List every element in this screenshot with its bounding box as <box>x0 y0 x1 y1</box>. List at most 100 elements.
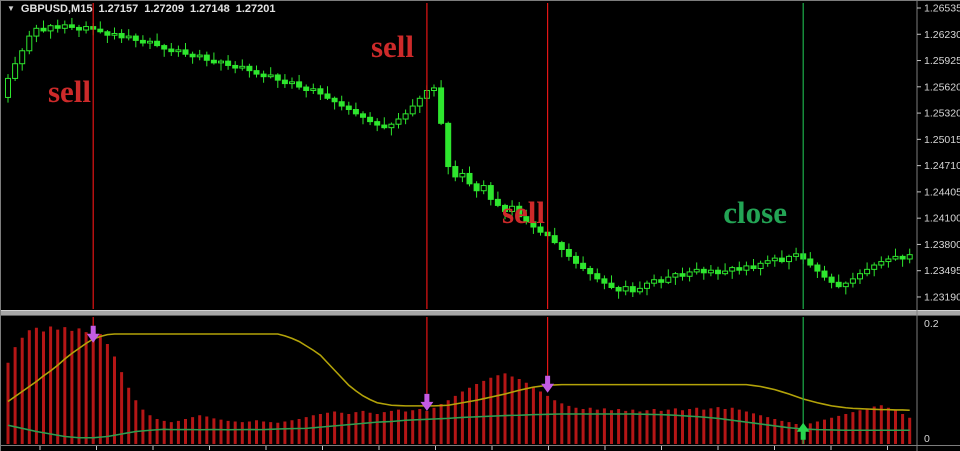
histogram-bar <box>212 418 216 444</box>
candle-body <box>12 63 19 79</box>
candle <box>821 265 828 281</box>
candle <box>814 262 821 278</box>
histogram-bar <box>851 412 855 444</box>
histogram-bar <box>553 400 557 444</box>
histogram-bar <box>560 403 564 444</box>
indicator-layer <box>6 326 912 444</box>
candle <box>786 254 792 270</box>
histogram-bar <box>766 417 770 444</box>
candle-body <box>409 105 416 115</box>
candle-body <box>771 257 778 262</box>
candle <box>516 201 523 222</box>
histogram-bar <box>432 407 436 444</box>
histogram-bar <box>340 412 344 444</box>
histogram-bar <box>489 377 493 444</box>
histogram-bar <box>134 400 138 444</box>
candle-body <box>502 204 508 212</box>
candle <box>388 122 395 136</box>
candle <box>665 269 672 285</box>
candle-body <box>83 26 90 31</box>
candle-body <box>203 54 210 61</box>
sell-label[interactable]: sell <box>502 195 545 230</box>
histogram-bar <box>688 409 692 444</box>
close-label[interactable]: close <box>723 195 787 230</box>
histogram-bar <box>886 407 890 444</box>
sell-label[interactable]: sell <box>48 74 91 109</box>
histogram-bar <box>98 334 102 444</box>
candle <box>651 274 658 287</box>
candle <box>700 266 707 280</box>
histogram-bar <box>844 414 848 444</box>
candle-body <box>416 97 423 107</box>
histogram-bar <box>326 412 329 444</box>
close-arrow-1-icon[interactable] <box>796 422 810 440</box>
candle-body <box>61 24 68 29</box>
candle-body <box>565 248 572 257</box>
candle-body <box>665 276 672 283</box>
candle-body <box>317 88 324 95</box>
candle-body <box>310 88 317 92</box>
indicator-axis-label: 0 <box>924 433 930 445</box>
histogram-bar <box>468 387 471 444</box>
histogram-bar <box>155 419 159 444</box>
candle-body <box>289 81 295 85</box>
candle-body <box>658 279 665 283</box>
candle-body <box>480 185 487 192</box>
histogram-bar <box>624 410 628 444</box>
histogram-bar <box>77 328 81 444</box>
candle <box>807 252 814 268</box>
histogram-bar <box>446 400 450 444</box>
histogram-bar <box>56 329 60 444</box>
candle-body <box>466 172 473 185</box>
candle <box>324 86 331 101</box>
histogram-bar <box>297 419 301 444</box>
price-axis-label: 1.23800 <box>924 239 960 251</box>
histogram-bar <box>226 420 230 444</box>
candle-body <box>580 262 587 269</box>
histogram-bar <box>723 409 727 444</box>
histogram-bar <box>439 404 443 444</box>
histogram-bar <box>233 421 237 444</box>
histogram-bar <box>574 407 578 444</box>
candle-body <box>360 113 366 118</box>
sell-arrow-1-icon[interactable] <box>86 325 100 343</box>
candle-body <box>54 25 61 29</box>
histogram-bar <box>42 331 45 444</box>
histogram-bar <box>681 410 684 444</box>
candle <box>331 96 338 110</box>
candle-body <box>842 282 849 288</box>
candle-body <box>402 113 409 120</box>
histogram-bar <box>730 407 734 444</box>
histogram-bar <box>645 410 649 444</box>
candle <box>857 269 863 285</box>
histogram-bar <box>354 412 358 444</box>
sell-arrow-2-icon[interactable] <box>420 393 434 411</box>
candles-layer <box>5 17 913 299</box>
candle-body <box>906 254 913 260</box>
candle <box>175 45 182 57</box>
price-axis-label: 1.26230 <box>924 29 960 41</box>
histogram-bar <box>588 407 592 444</box>
candle-body <box>352 109 359 115</box>
candle <box>452 160 459 182</box>
candle <box>523 209 530 225</box>
candle <box>61 20 68 34</box>
candle-body <box>33 27 40 37</box>
window-splitter[interactable] <box>0 310 960 316</box>
histogram-bar <box>240 422 244 444</box>
candle-body <box>899 255 906 260</box>
candle <box>502 203 508 220</box>
candle-body <box>530 221 537 228</box>
histogram-bar <box>638 411 642 444</box>
histogram-bar <box>794 424 798 444</box>
histogram-bar <box>830 417 834 444</box>
histogram-bar <box>411 410 415 444</box>
sell-label[interactable]: sell <box>371 29 414 64</box>
candle-body <box>615 286 622 292</box>
sell-arrow-3-icon[interactable] <box>541 375 555 393</box>
candle <box>636 281 643 295</box>
histogram-bar <box>737 409 741 444</box>
candle <box>885 255 892 268</box>
candle-body <box>253 70 260 75</box>
